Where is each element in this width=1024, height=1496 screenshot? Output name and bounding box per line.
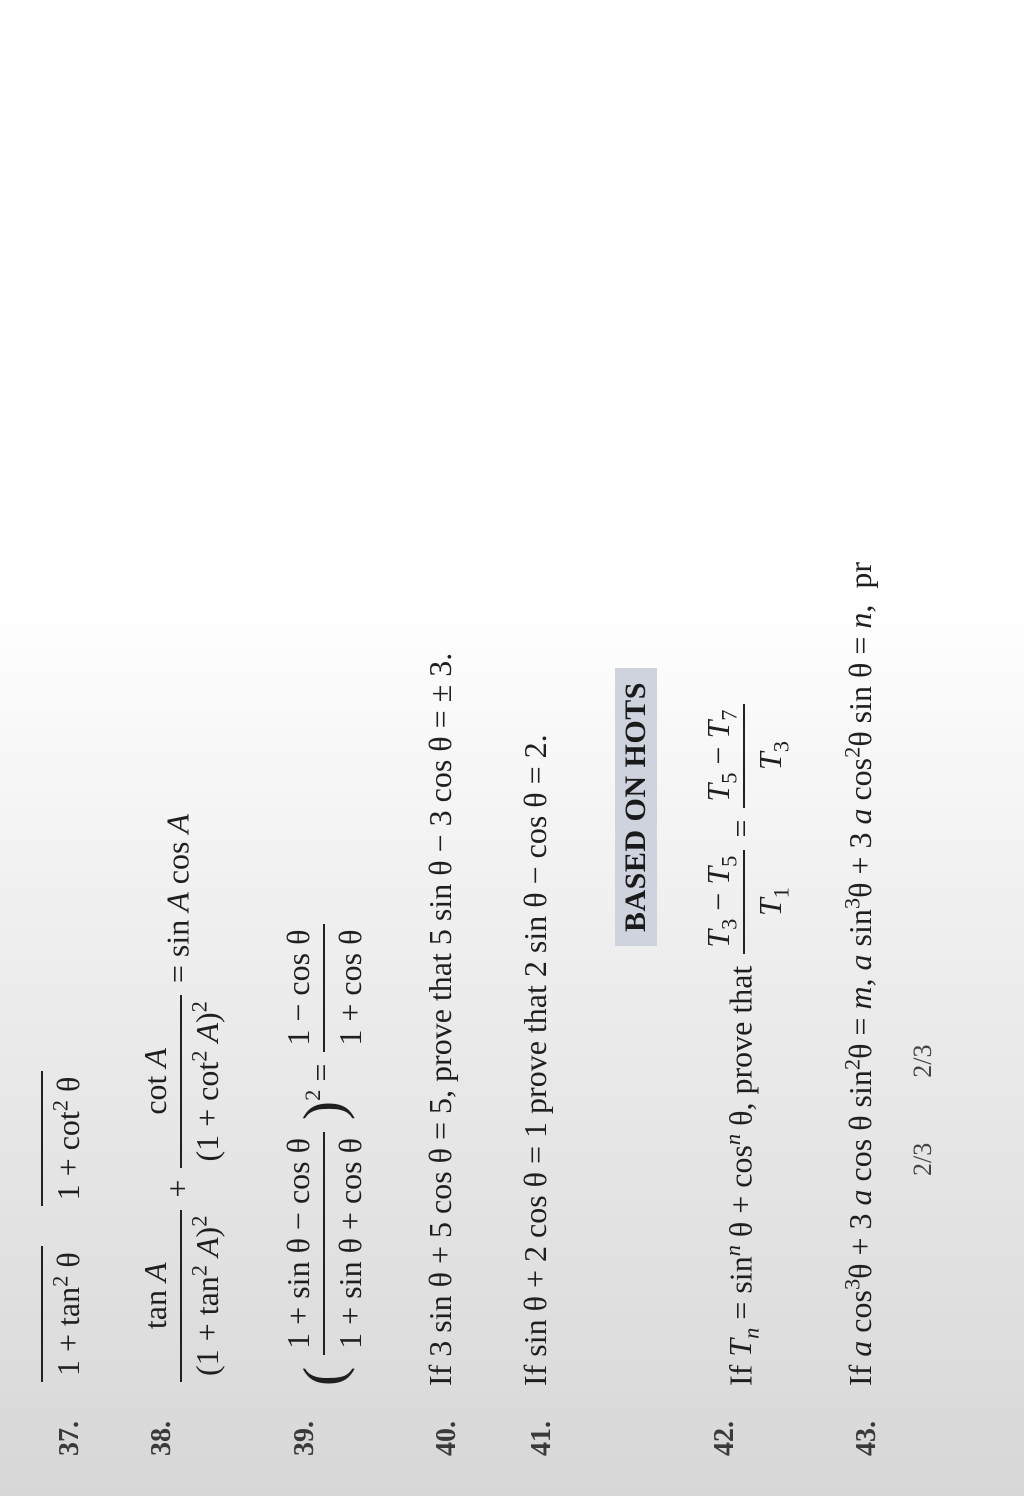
frac-37-right: 1 + cot2 θ (41, 1071, 91, 1207)
hots-label: BASED ON HOTS (615, 668, 657, 946)
question-42: 42. If Tn = sinn θ + cosn θ, prove that … (695, 0, 794, 1456)
frac-42-rhs: T5 − T7 T3 (695, 704, 794, 808)
paren-right-icon: ) (292, 1101, 355, 1120)
question-body-39: ( 1 + sin θ − cos θ 1 + sin θ + cos θ )2… (275, 920, 374, 1386)
question-body-38: tan A (1 + tan2 A)2 + cot A (1 + cot2 A)… (132, 814, 231, 1386)
question-43: 43. If a cos3θ + 3 a cos θ sin2θ = m, a … (837, 0, 888, 1456)
frac-39-rhs: 1 − cos θ 1 + cos θ (275, 924, 374, 1052)
question-body-42: If Tn = sinn θ + cosn θ, prove that T3 −… (695, 700, 794, 1386)
question-body-40: If 3 sin θ + 5 cos θ = 5, prove that 5 s… (417, 653, 463, 1386)
question-number: 43. (837, 1386, 888, 1456)
question-body-41: If sin θ + 2 cos θ = 1 prove that 2 sin … (512, 734, 558, 1386)
question-number: 38. (132, 1386, 183, 1456)
question-body-37: 1 + tan2 θ 1 + cot2 θ (40, 1067, 92, 1386)
rhs-38: = sin A cos A (160, 814, 196, 983)
page-content: 37. 1 + tan2 θ 1 + cot2 θ 38. tan A (1 +… (0, 0, 1024, 1496)
eq-42: = (722, 812, 758, 838)
plus-sign: + (160, 1172, 196, 1198)
frac-37-left: 1 + tan2 θ (41, 1246, 91, 1382)
question-number: 41. (512, 1386, 563, 1456)
frac-38-right: cot A (1 + cot2 A)2 (132, 995, 231, 1167)
frac-39-outer: 1 + sin θ − cos θ 1 + sin θ + cos θ (275, 1132, 374, 1355)
frac-42-lhs: T3 − T5 T1 (695, 850, 794, 954)
outer-power: 2 (300, 1090, 325, 1101)
question-body-43: If a cos3θ + 3 a cos θ sin2θ = m, a sin3… (837, 562, 883, 1386)
page-root: 37. 1 + tan2 θ 1 + cot2 θ 38. tan A (1 +… (0, 0, 1024, 1496)
question-41: 41. If sin θ + 2 cos θ = 1 prove that 2 … (512, 0, 563, 1456)
partial-bottom-line: 2/3 2/3 (908, 0, 938, 1456)
paren-left-icon: ( (292, 1367, 355, 1386)
question-number: 42. (695, 1386, 746, 1456)
eq-39: = (302, 1056, 338, 1082)
question-37: 37. 1 + tan2 θ 1 + cot2 θ (40, 0, 92, 1456)
question-39: 39. ( 1 + sin θ − cos θ 1 + sin θ + cos … (275, 0, 374, 1456)
question-40: 40. If 3 sin θ + 5 cos θ = 5, prove that… (417, 0, 468, 1456)
question-number: 39. (275, 1386, 326, 1456)
question-number: 40. (417, 1386, 468, 1456)
question-38: 38. tan A (1 + tan2 A)2 + cot A (1 + cot… (132, 0, 231, 1456)
question-number: 37. (40, 1386, 91, 1456)
frac-38-left: tan A (1 + tan2 A)2 (132, 1210, 231, 1382)
